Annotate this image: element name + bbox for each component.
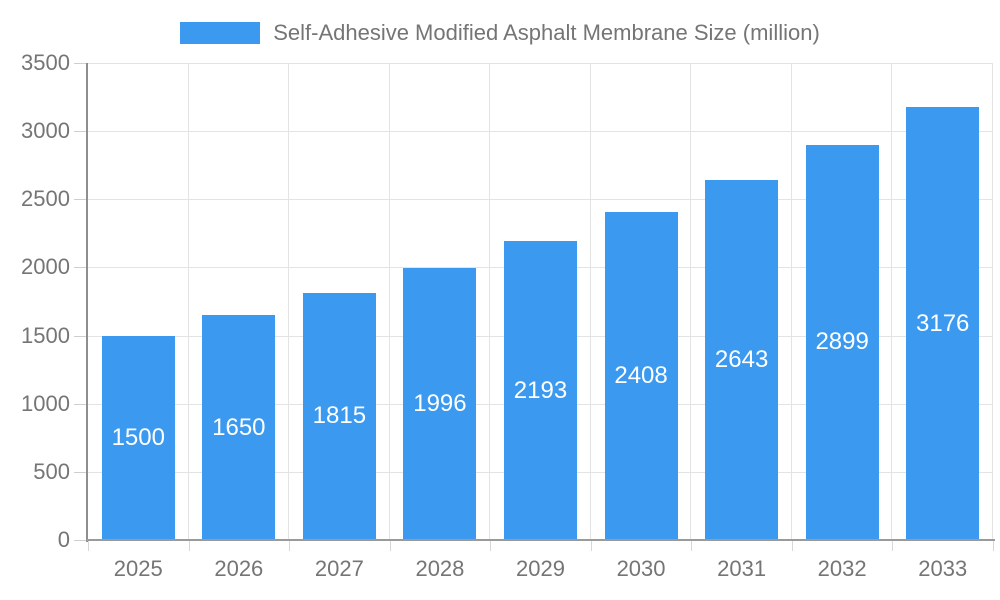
bar: 2193	[504, 241, 577, 540]
bar: 1650	[202, 315, 276, 540]
x-axis-tick	[993, 541, 994, 551]
gridline-vertical	[187, 63, 189, 540]
gridline-vertical	[489, 63, 491, 540]
bar: 1500	[101, 335, 175, 540]
y-axis-tick	[74, 335, 86, 337]
x-axis-line	[86, 539, 995, 541]
bar: 1996	[403, 267, 477, 540]
y-axis-tick	[74, 403, 86, 405]
bar: 2408	[604, 211, 678, 540]
bar-value-label: 1500	[111, 423, 165, 451]
gridline-vertical	[790, 63, 792, 540]
x-tick-label: 2029	[516, 556, 565, 581]
x-axis-tick	[791, 541, 793, 551]
x-tick-label: 2028	[415, 556, 465, 581]
y-tick-label: 2500	[21, 186, 70, 212]
x-tick-label: 2030	[616, 556, 666, 581]
x-axis-tick	[490, 541, 492, 551]
y-axis-tick	[74, 199, 86, 201]
y-tick-label: 3500	[21, 50, 70, 75]
gridline-horizontal	[88, 63, 993, 64]
y-axis-tick	[74, 131, 86, 133]
y-tick-label: 2000	[21, 254, 70, 280]
x-axis-tick	[88, 541, 89, 551]
y-axis-line	[86, 63, 88, 542]
bar-value-label: 2408	[614, 361, 668, 389]
gridline-vertical	[388, 63, 390, 540]
x-tick-label: 2031	[717, 556, 767, 581]
bar-value-label: 1650	[212, 413, 266, 441]
x-axis-tick	[289, 541, 291, 551]
bar-value-label: 1996	[413, 389, 467, 417]
bar-value-label: 2193	[513, 376, 568, 404]
x-tick-label: 2025	[113, 556, 163, 581]
bar-value-label: 1815	[312, 402, 367, 430]
bar-value-label: 2899	[815, 328, 869, 356]
gridline-vertical	[690, 63, 692, 540]
legend-label: Self-Adhesive Modified Asphalt Membrane …	[273, 20, 820, 45]
y-axis-tick	[74, 267, 86, 269]
x-axis-tick	[590, 541, 592, 551]
x-axis-tick	[389, 541, 391, 551]
y-tick-label: 3000	[21, 118, 70, 144]
gridline-vertical	[992, 63, 993, 540]
bar: 2899	[805, 144, 879, 540]
y-axis-tick	[74, 540, 86, 541]
x-tick-label: 2032	[817, 556, 867, 581]
gridline-horizontal	[88, 131, 993, 133]
y-tick-label: 1000	[21, 390, 70, 416]
x-axis-tick	[892, 541, 894, 551]
bar: 1815	[302, 292, 376, 540]
bar-value-label: 2643	[714, 345, 769, 373]
legend: Self-Adhesive Modified Asphalt Membrane …	[0, 20, 1000, 46]
x-axis-tick	[691, 541, 693, 551]
bar: 3176	[906, 107, 980, 540]
bar: 2643	[705, 179, 779, 540]
y-tick-label: 0	[57, 527, 70, 552]
gridline-vertical	[589, 63, 591, 540]
gridline-vertical	[891, 63, 893, 540]
gridline-horizontal	[88, 199, 993, 201]
x-axis-tick	[188, 541, 190, 551]
y-axis-tick	[74, 63, 86, 64]
legend-swatch	[180, 22, 261, 44]
x-tick-label: 2026	[214, 556, 264, 581]
y-axis-tick	[74, 471, 86, 473]
plot-area: 1500 1650 1815 1996 2193 2408 2643 2899 3176	[88, 63, 993, 540]
x-tick-label: 2033	[918, 556, 968, 581]
x-tick-label: 2027	[314, 556, 364, 581]
y-tick-label: 1500	[21, 322, 70, 348]
y-tick-label: 500	[33, 458, 70, 484]
gridline-vertical	[288, 63, 290, 540]
bar-value-label: 3176	[916, 309, 970, 337]
